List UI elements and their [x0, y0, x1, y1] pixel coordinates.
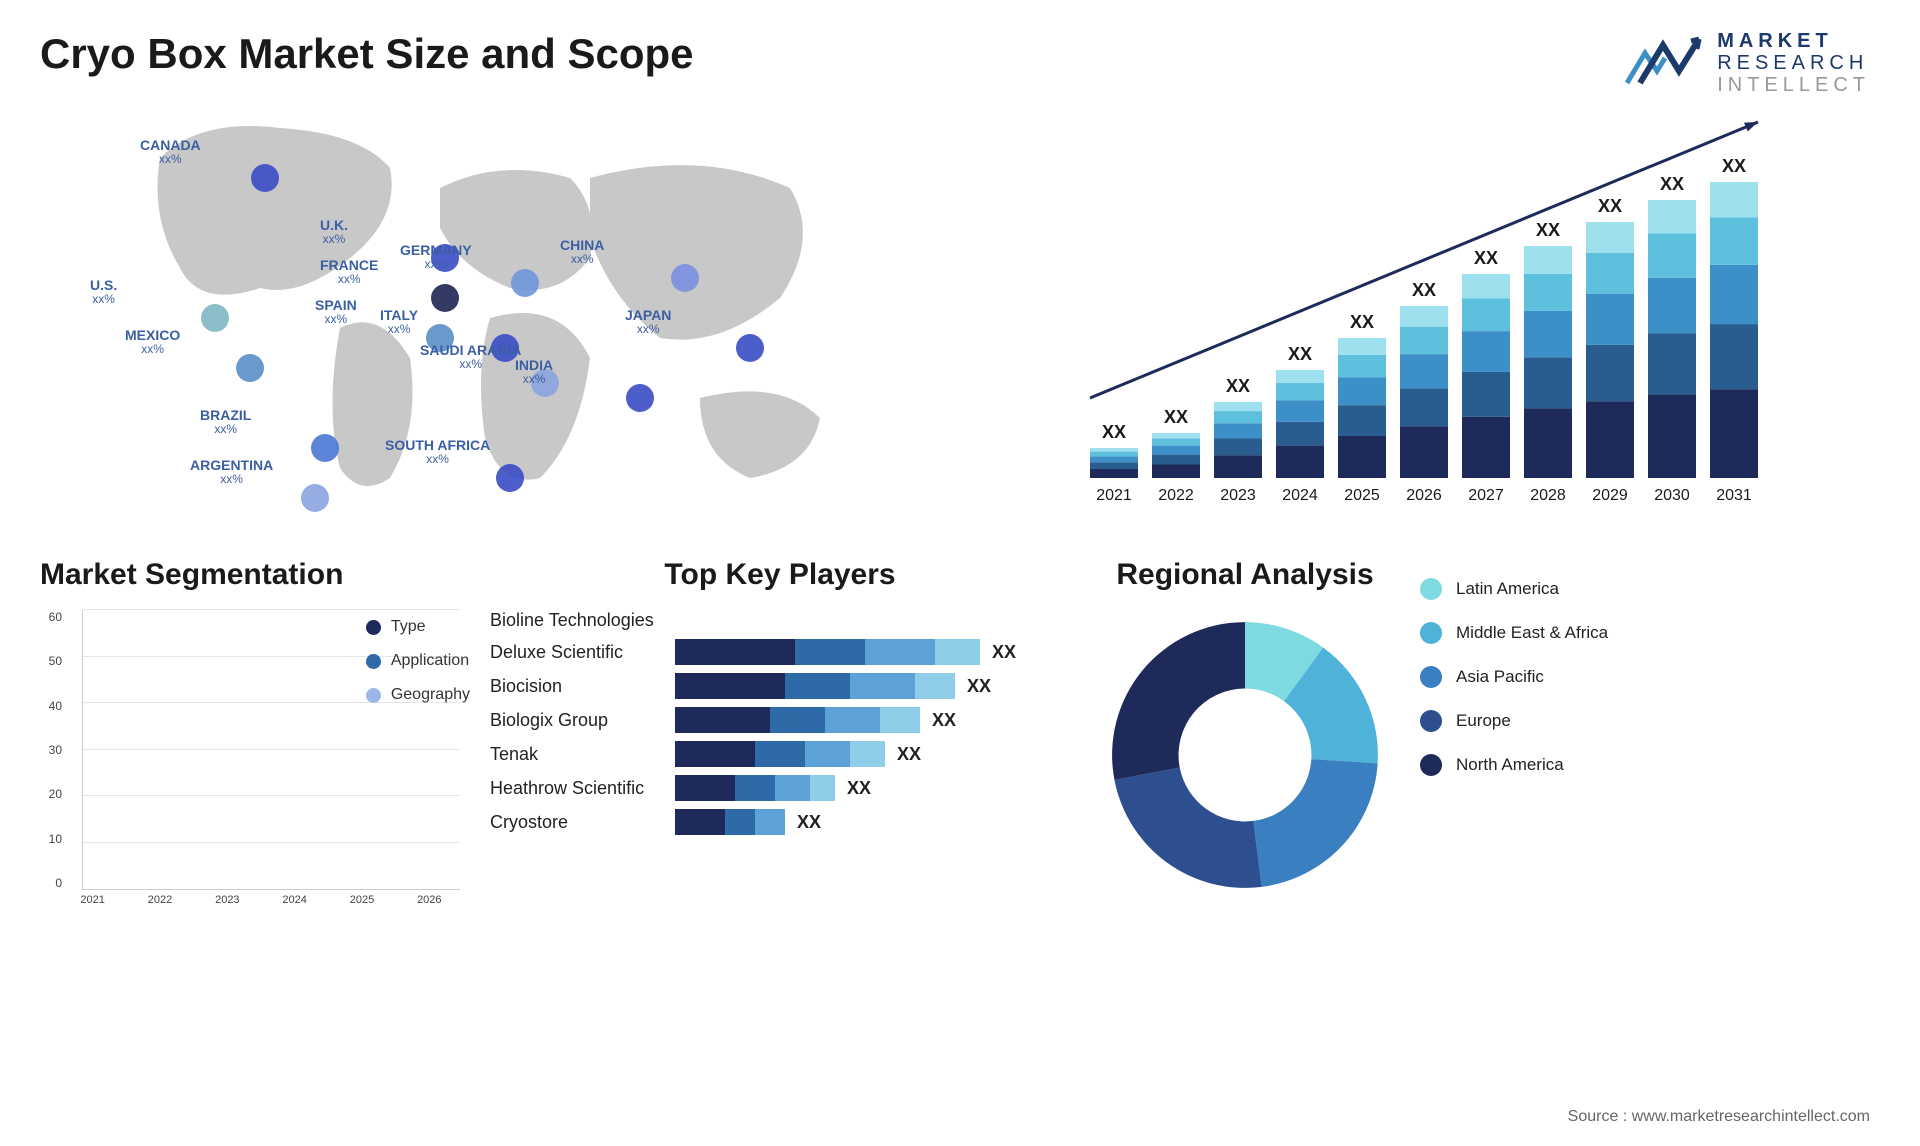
svg-text:XX: XX	[1660, 174, 1684, 194]
forecast-svg: XX 2021 XX 2022 XX 2023 XX 2024 XX 2025 XX 2026 XX 20…	[980, 98, 1880, 518]
svg-text:XX: XX	[1288, 344, 1312, 364]
svg-text:XX: XX	[1102, 422, 1126, 442]
svg-text:XX: XX	[1536, 220, 1560, 240]
world-map-panel: CANADAxx% U.S.xx% MEXICOxx% BRAZILxx% ARGENT…	[40, 98, 940, 518]
player-row-tenak: TenakXX	[490, 741, 1070, 767]
player-row-biologix-group: Biologix GroupXX	[490, 707, 1070, 733]
map-label-brazil: BRAZILxx%	[200, 408, 251, 437]
players-title: Top Key Players	[490, 558, 1070, 592]
region-legend-asia-pacific: Asia Pacific	[1420, 666, 1608, 688]
svg-text:XX: XX	[1474, 248, 1498, 268]
page-title: Cryo Box Market Size and Scope	[40, 30, 1880, 78]
segmentation-panel: Market Segmentation 6050403020100 202120…	[40, 558, 460, 928]
player-row-biocision: BiocisionXX	[490, 673, 1070, 699]
map-label-france: FRANCExx%	[320, 258, 378, 287]
logo-word-1: MARKET	[1717, 30, 1870, 52]
svg-text:2023: 2023	[1220, 487, 1256, 504]
svg-text:2029: 2029	[1592, 487, 1628, 504]
map-label-u-s-: U.S.xx%	[90, 278, 117, 307]
svg-text:2025: 2025	[1344, 487, 1380, 504]
logo-icon	[1625, 33, 1705, 93]
region-legend-europe: Europe	[1420, 710, 1608, 732]
svg-text:2028: 2028	[1530, 487, 1566, 504]
svg-text:2030: 2030	[1654, 487, 1690, 504]
players-panel: Top Key Players Bioline Technologies Delu…	[490, 558, 1070, 928]
region-legend-middle-east-africa: Middle East & Africa	[1420, 622, 1608, 644]
map-label-canada: CANADAxx%	[140, 138, 201, 167]
map-label-saudi-arabia: SAUDI ARABIAxx%	[420, 343, 521, 372]
svg-text:2031: 2031	[1716, 487, 1752, 504]
svg-text:2026: 2026	[1406, 487, 1442, 504]
donut-chart	[1100, 610, 1390, 900]
player-row-cryostore: CryostoreXX	[490, 809, 1070, 835]
regional-title: Regional Analysis	[1100, 558, 1390, 592]
regional-panel: Regional Analysis Latin America Middle Ea…	[1100, 558, 1880, 928]
source-text: Source : www.marketresearchintellect.com	[1568, 1108, 1870, 1126]
svg-text:2024: 2024	[1282, 487, 1318, 504]
svg-text:2021: 2021	[1096, 487, 1132, 504]
svg-text:XX: XX	[1164, 407, 1188, 427]
logo-word-3: INTELLECT	[1717, 74, 1870, 96]
map-label-italy: ITALYxx%	[380, 308, 418, 337]
seg-legend-type: Type	[366, 618, 470, 636]
map-label-south-africa: SOUTH AFRICAxx%	[385, 438, 490, 467]
svg-text:XX: XX	[1598, 196, 1622, 216]
svg-text:XX: XX	[1412, 280, 1436, 300]
segmentation-title: Market Segmentation	[40, 558, 460, 592]
map-label-china: CHINAxx%	[560, 238, 604, 267]
map-label-india: INDIAxx%	[515, 358, 553, 387]
map-label-u-k-: U.K.xx%	[320, 218, 348, 247]
svg-text:XX: XX	[1226, 376, 1250, 396]
region-legend-latin-america: Latin America	[1420, 578, 1608, 600]
forecast-bar-chart: XX 2021 XX 2022 XX 2023 XX 2024 XX 2025 XX 2026 XX 20…	[980, 98, 1880, 518]
player-row-bioline-technologies: Bioline Technologies	[490, 610, 1070, 631]
player-row-heathrow-scientific: Heathrow ScientificXX	[490, 775, 1070, 801]
svg-text:XX: XX	[1722, 156, 1746, 176]
region-legend-north-america: North America	[1420, 754, 1608, 776]
player-row-deluxe-scientific: Deluxe ScientificXX	[490, 639, 1070, 665]
map-label-argentina: ARGENTINAxx%	[190, 458, 273, 487]
logo-word-2: RESEARCH	[1717, 52, 1870, 74]
map-label-spain: SPAINxx%	[315, 298, 357, 327]
svg-text:2027: 2027	[1468, 487, 1504, 504]
map-label-japan: JAPANxx%	[625, 308, 671, 337]
svg-text:XX: XX	[1350, 312, 1374, 332]
map-label-mexico: MEXICOxx%	[125, 328, 180, 357]
map-label-germany: GERMANYxx%	[400, 243, 472, 272]
svg-text:2022: 2022	[1158, 487, 1194, 504]
brand-logo: MARKET RESEARCH INTELLECT	[1625, 30, 1870, 96]
seg-legend-application: Application	[366, 652, 470, 670]
seg-legend-geography: Geography	[366, 686, 470, 704]
